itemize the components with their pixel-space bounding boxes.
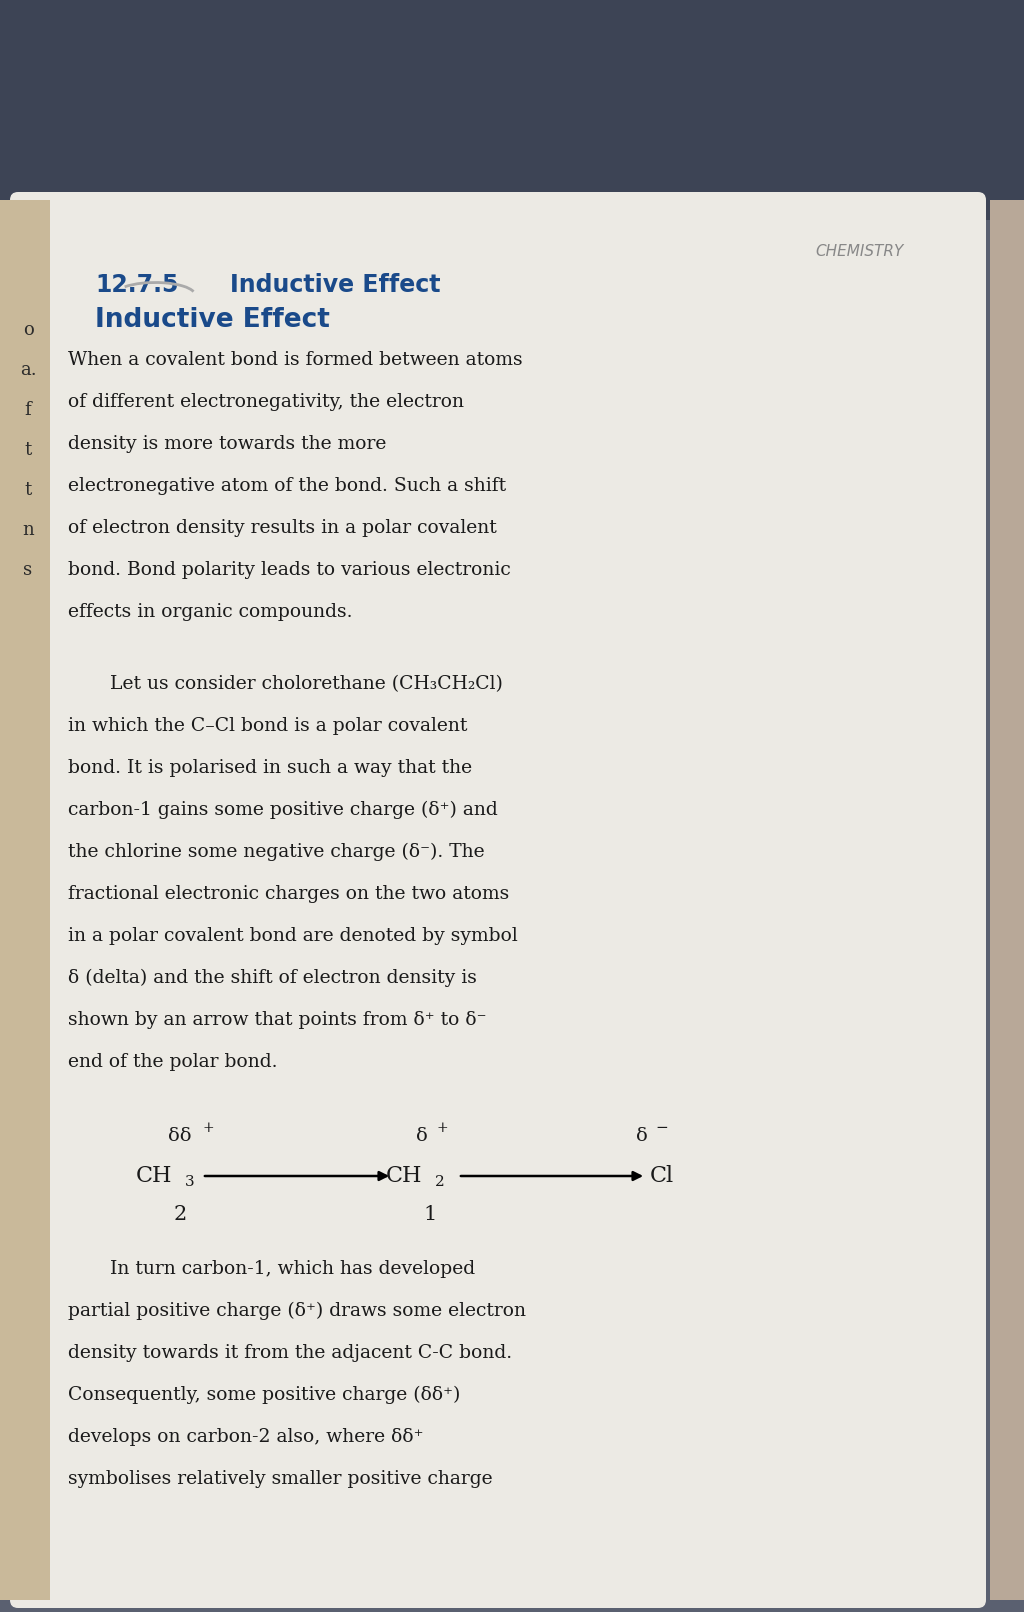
Text: n: n (23, 521, 34, 538)
Text: −: − (655, 1120, 669, 1135)
Text: s: s (24, 561, 33, 579)
Text: fractional electronic charges on the two atoms: fractional electronic charges on the two… (68, 885, 509, 903)
Bar (990, 200, 1024, 1601)
Text: 2: 2 (435, 1175, 444, 1190)
Text: density towards it from the adjacent C-C bond.: density towards it from the adjacent C-C… (68, 1344, 512, 1362)
Text: 1: 1 (423, 1204, 436, 1224)
Text: When a covalent bond is formed between atoms: When a covalent bond is formed between a… (68, 351, 522, 369)
Text: 2: 2 (173, 1204, 186, 1224)
Text: Inductive Effect: Inductive Effect (95, 306, 330, 334)
Bar (0, 0, 1024, 219)
Text: bond. It is polarised in such a way that the: bond. It is polarised in such a way that… (68, 759, 472, 777)
Text: 3: 3 (185, 1175, 195, 1190)
Text: CH: CH (135, 1165, 172, 1186)
Text: t: t (25, 442, 32, 459)
Text: shown by an arrow that points from δ⁺ to δ⁻: shown by an arrow that points from δ⁺ to… (68, 1011, 486, 1028)
Bar (0, 200, 50, 1601)
FancyBboxPatch shape (10, 192, 986, 1609)
Text: partial positive charge (δ⁺) draws some electron: partial positive charge (δ⁺) draws some … (68, 1302, 526, 1320)
Text: f: f (25, 401, 32, 419)
Text: +: + (436, 1120, 447, 1135)
Text: symbolises relatively smaller positive charge: symbolises relatively smaller positive c… (68, 1470, 493, 1488)
Text: CHEMISTRY: CHEMISTRY (816, 245, 904, 260)
Text: Consequently, some positive charge (δδ⁺): Consequently, some positive charge (δδ⁺) (68, 1386, 461, 1404)
Text: CH: CH (385, 1165, 422, 1186)
Text: in a polar covalent bond are denoted by symbol: in a polar covalent bond are denoted by … (68, 927, 518, 945)
Text: the chlorine some negative charge (δ⁻). The: the chlorine some negative charge (δ⁻). … (68, 843, 484, 861)
Text: δ: δ (416, 1127, 428, 1145)
Text: δδ: δδ (168, 1127, 191, 1145)
Text: a.: a. (19, 361, 36, 379)
Text: δ: δ (636, 1127, 648, 1145)
Text: 12.7.5: 12.7.5 (95, 272, 178, 297)
Text: bond. Bond polarity leads to various electronic: bond. Bond polarity leads to various ele… (68, 561, 511, 579)
Text: density is more towards the more: density is more towards the more (68, 435, 386, 453)
Text: +: + (202, 1120, 214, 1135)
Text: develops on carbon-2 also, where δδ⁺: develops on carbon-2 also, where δδ⁺ (68, 1428, 424, 1446)
Text: of different electronegativity, the electron: of different electronegativity, the elec… (68, 393, 464, 411)
Text: In turn carbon-1, which has developed: In turn carbon-1, which has developed (110, 1261, 475, 1278)
Text: in which the C–Cl bond is a polar covalent: in which the C–Cl bond is a polar covale… (68, 717, 467, 735)
Text: o: o (23, 321, 34, 339)
Text: Let us consider cholorethane (CH₃CH₂Cl): Let us consider cholorethane (CH₃CH₂Cl) (110, 675, 503, 693)
Text: δ (delta) and the shift of electron density is: δ (delta) and the shift of electron dens… (68, 969, 477, 987)
Text: Inductive Effect: Inductive Effect (230, 272, 440, 297)
Text: effects in organic compounds.: effects in organic compounds. (68, 603, 352, 621)
Text: electronegative atom of the bond. Such a shift: electronegative atom of the bond. Such a… (68, 477, 506, 495)
Text: end of the polar bond.: end of the polar bond. (68, 1053, 278, 1070)
Text: of electron density results in a polar covalent: of electron density results in a polar c… (68, 519, 497, 537)
Text: Cl: Cl (650, 1165, 674, 1186)
Text: t: t (25, 480, 32, 500)
Text: carbon-1 gains some positive charge (δ⁺) and: carbon-1 gains some positive charge (δ⁺)… (68, 801, 498, 819)
